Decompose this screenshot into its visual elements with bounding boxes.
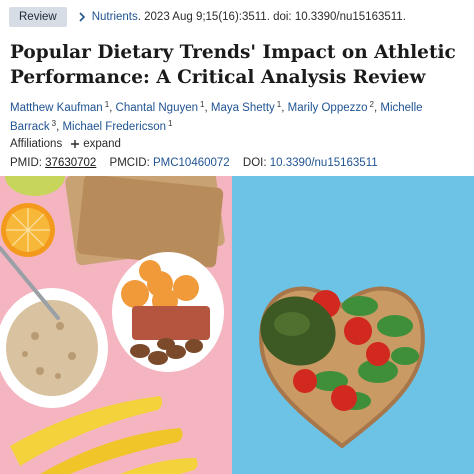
crispbread-shape	[65, 176, 225, 268]
doi-link[interactable]: 10.3390/nu15163511	[269, 157, 378, 169]
affiliation-ref[interactable]: 1	[168, 119, 173, 128]
affiliation-ref[interactable]: 2	[369, 100, 374, 109]
expand-affiliations-button[interactable]: expand	[83, 138, 121, 150]
author-link[interactable]: Marily Oppezzo	[287, 102, 368, 114]
identifiers-row: PMID: 37630702 PMCID: PMC10460072 DOI: 1…	[10, 157, 378, 169]
author-link[interactable]: Chantal Nguyen	[115, 102, 199, 114]
pmid-label: PMID:	[10, 157, 42, 169]
affiliation-ref[interactable]: 3	[51, 119, 57, 128]
author-link[interactable]: Michael Fredericson	[62, 121, 167, 133]
affiliations-label: Affiliations	[10, 138, 63, 150]
author-link[interactable]: Michelle Barrack	[10, 102, 423, 133]
article-figure-image	[0, 176, 474, 474]
affiliation-ref[interactable]: 1	[276, 100, 282, 109]
citation-details: . 2023 Aug 9;15(16):3511. doi: 10.3390/n…	[137, 11, 406, 23]
pmid-value[interactable]: 37630702	[45, 157, 97, 169]
author-list: Matthew Kaufman 1, Chantal Nguyen 1, Maya …	[10, 100, 423, 133]
affiliations-row: Affiliations expand	[10, 138, 121, 150]
article-type-badge[interactable]: Review	[9, 7, 67, 27]
affiliation-ref[interactable]: 1	[104, 100, 110, 109]
header-bar: Review Nutrients. 2023 Aug 9;15(16):3511…	[0, 0, 474, 34]
affiliation-ref[interactable]: 1	[200, 100, 205, 109]
author-link[interactable]: Maya Shetty	[210, 102, 275, 114]
citation: Nutrients. 2023 Aug 9;15(16):3511. doi: …	[92, 11, 406, 23]
plus-icon[interactable]	[70, 139, 80, 149]
doi-label: DOI:	[242, 157, 267, 169]
pmcid-link[interactable]: PMC10460072	[152, 157, 230, 169]
pmcid-label: PMCID:	[109, 157, 150, 169]
article-title: Popular Dietary Trends' Impact on Athlet…	[10, 42, 456, 88]
journal-link[interactable]: Nutrients	[91, 11, 138, 23]
author-link[interactable]: Matthew Kaufman	[10, 102, 103, 114]
chevron-right-icon	[79, 12, 85, 22]
